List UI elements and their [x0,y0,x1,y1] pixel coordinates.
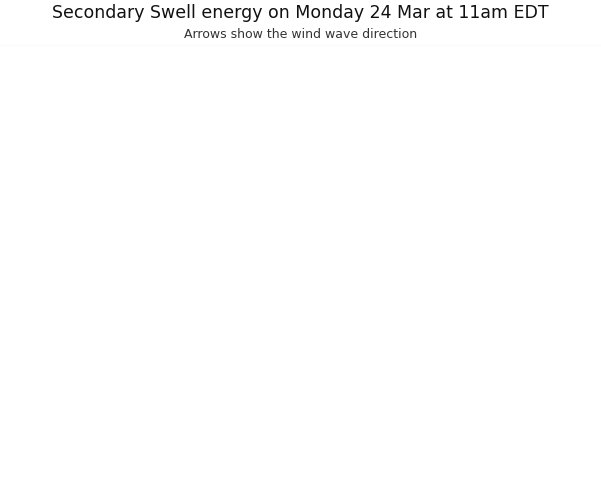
Text: Secondary Swell energy on Monday 24 Mar at 11am EDT: Secondary Swell energy on Monday 24 Mar … [52,4,549,22]
Text: Arrows show the wind wave direction: Arrows show the wind wave direction [184,28,417,41]
Text: Cartopy required for map rendering: Cartopy required for map rendering [152,258,449,276]
